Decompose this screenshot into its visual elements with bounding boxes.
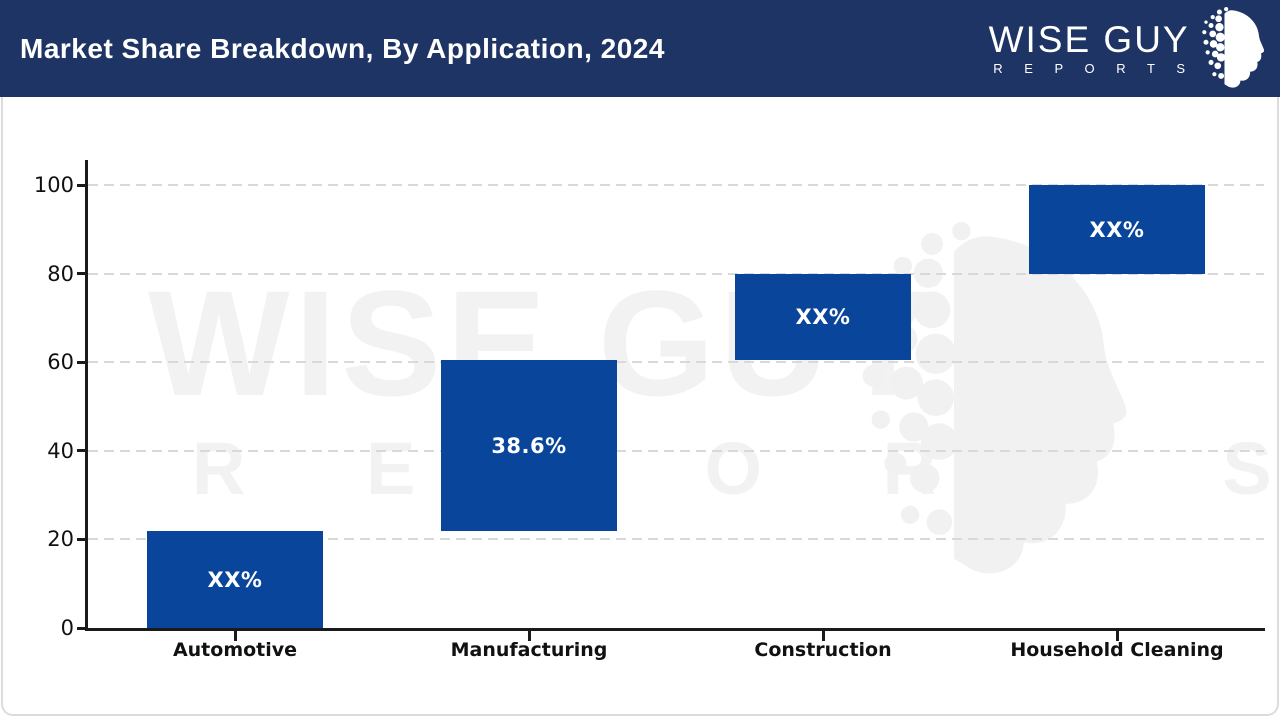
- y-tick-60: [77, 360, 86, 364]
- y-tick-label-100: 100: [33, 173, 74, 197]
- page-title: Market Share Breakdown, By Application, …: [20, 32, 665, 64]
- brand-name: WISE GUY: [988, 19, 1190, 60]
- bar-automotive: XX%: [147, 531, 323, 628]
- y-axis-line: [85, 160, 88, 631]
- bar-manufacturing: 38.6%: [441, 360, 617, 532]
- y-tick-20: [77, 537, 86, 541]
- bar-value-label: 38.6%: [491, 433, 567, 458]
- bar-value-label: XX%: [795, 305, 851, 330]
- bar-value-label: XX%: [207, 567, 263, 592]
- y-tick-80: [77, 272, 86, 276]
- category-label-3: Household Cleaning: [1010, 639, 1224, 661]
- bar-value-label: XX%: [1089, 217, 1145, 242]
- y-tick-40: [77, 449, 86, 453]
- category-label-1: Manufacturing: [450, 639, 608, 661]
- y-tick-label-0: 0: [60, 616, 74, 640]
- brand-logo-text: WISE GUY R E P O R T S: [984, 21, 1194, 76]
- x-tick-3: [1115, 631, 1119, 641]
- y-tick-label-80: 80: [47, 261, 74, 286]
- brand-logo: WISE GUY R E P O R T S: [984, 6, 1266, 91]
- gridline-60: [88, 361, 1264, 364]
- y-tick-100: [77, 183, 86, 187]
- chart-header: Market Share Breakdown, By Application, …: [0, 0, 1280, 97]
- category-label-0: Automotive: [172, 639, 298, 661]
- gridline-40: [88, 449, 1264, 452]
- x-axis-line: [85, 628, 1265, 631]
- bar-construction: XX%: [735, 274, 911, 361]
- category-label-2: Construction: [754, 639, 892, 661]
- bar-household-cleaning: XX%: [1029, 185, 1205, 275]
- watermark-head-icon: [857, 222, 1127, 574]
- y-tick-0: [77, 626, 86, 630]
- y-tick-label-60: 60: [47, 350, 74, 375]
- x-tick-2: [821, 631, 825, 641]
- gridline-20: [88, 538, 1264, 541]
- gridline-80: [88, 272, 1264, 275]
- x-tick-0: [233, 631, 237, 641]
- head-profile-icon: [1202, 6, 1265, 88]
- x-tick-1: [527, 631, 531, 641]
- brand-subtitle: R E P O R T S: [993, 61, 1194, 76]
- y-tick-label-40: 40: [47, 438, 74, 463]
- y-tick-label-20: 20: [47, 527, 74, 552]
- gridline-100: [88, 184, 1264, 186]
